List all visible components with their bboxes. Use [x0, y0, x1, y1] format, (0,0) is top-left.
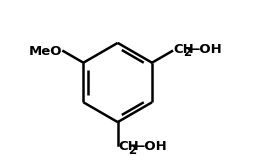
Text: CH: CH [119, 140, 139, 153]
Text: 2: 2 [183, 46, 191, 59]
Text: CH: CH [173, 43, 194, 56]
Text: —OH: —OH [186, 43, 222, 56]
Text: —OH: —OH [131, 140, 167, 153]
Text: 2: 2 [129, 144, 137, 157]
Text: MeO: MeO [29, 45, 63, 58]
